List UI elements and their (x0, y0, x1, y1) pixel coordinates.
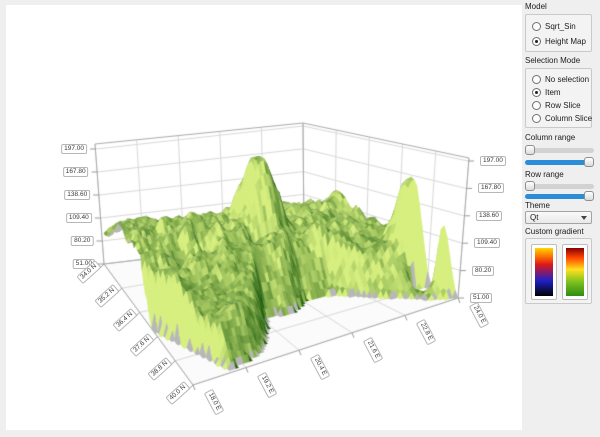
gradient-swatch-terrain-icon (566, 248, 584, 296)
radio-selected-icon[interactable] (532, 36, 541, 46)
column-range-max-slider[interactable] (525, 157, 594, 168)
radio-unselected-icon[interactable] (532, 113, 541, 123)
gradient-green-yellow-red-button[interactable] (562, 244, 588, 300)
radio-label: Column Slice (545, 113, 593, 123)
gradient-swatch-heat-icon (535, 248, 553, 296)
surface-plot: 51.00 51.00 80.20 80.20 109.40 109.40 138.60 13… (6, 5, 522, 430)
radio-row-slice[interactable]: Row Slice (532, 100, 581, 110)
theme-label: Theme (525, 201, 550, 210)
radio-item[interactable]: Item (532, 87, 561, 97)
model-groupbox: Sqrt_Sin Height Map (525, 14, 592, 52)
row-range-min-slider[interactable] (525, 181, 594, 192)
radio-label: Item (545, 87, 561, 97)
radio-column-slice[interactable]: Column Slice (532, 113, 592, 123)
selection-mode-label: Selection Mode (525, 56, 581, 65)
control-panel: Model Sqrt_Sin Height Map Selection Mode … (520, 0, 600, 437)
slider-groove (525, 148, 594, 153)
custom-gradient-label: Custom gradient (525, 227, 584, 236)
radio-label: Height Map (545, 36, 586, 46)
radio-height-map[interactable]: Height Map (532, 36, 586, 46)
radio-unselected-icon[interactable] (532, 74, 541, 84)
column-range-min-slider[interactable] (525, 145, 594, 156)
chevron-down-icon (581, 215, 587, 220)
surface-plot-canvas[interactable] (6, 5, 522, 430)
radio-label: Sqrt_Sin (545, 21, 576, 31)
slider-groove (525, 184, 594, 189)
radio-label: No selection (545, 74, 590, 84)
radio-selected-icon[interactable] (532, 87, 541, 97)
selection-mode-groupbox: No selection Item Row Slice Column Slice (525, 68, 592, 128)
slider-handle[interactable] (584, 157, 594, 167)
radio-unselected-icon[interactable] (532, 21, 541, 31)
radio-unselected-icon[interactable] (532, 100, 541, 110)
slider-handle[interactable] (584, 191, 594, 201)
row-range-label: Row range (525, 170, 564, 179)
radio-label: Row Slice (545, 100, 581, 110)
row-range-max-slider[interactable] (525, 191, 594, 202)
slider-handle[interactable] (525, 145, 535, 155)
radio-no-selection[interactable]: No selection (532, 74, 589, 84)
theme-combobox[interactable]: Qt (525, 211, 592, 224)
slider-groove (525, 194, 594, 199)
custom-gradient-groupbox (525, 238, 592, 304)
column-range-label: Column range (525, 133, 576, 142)
slider-handle[interactable] (525, 181, 535, 191)
model-label: Model (525, 2, 547, 11)
gradient-black-blue-red-yellow-button[interactable] (531, 244, 557, 300)
radio-sqrt-sin[interactable]: Sqrt_Sin (532, 21, 576, 31)
slider-groove (525, 160, 594, 165)
theme-combobox-value: Qt (530, 213, 539, 222)
